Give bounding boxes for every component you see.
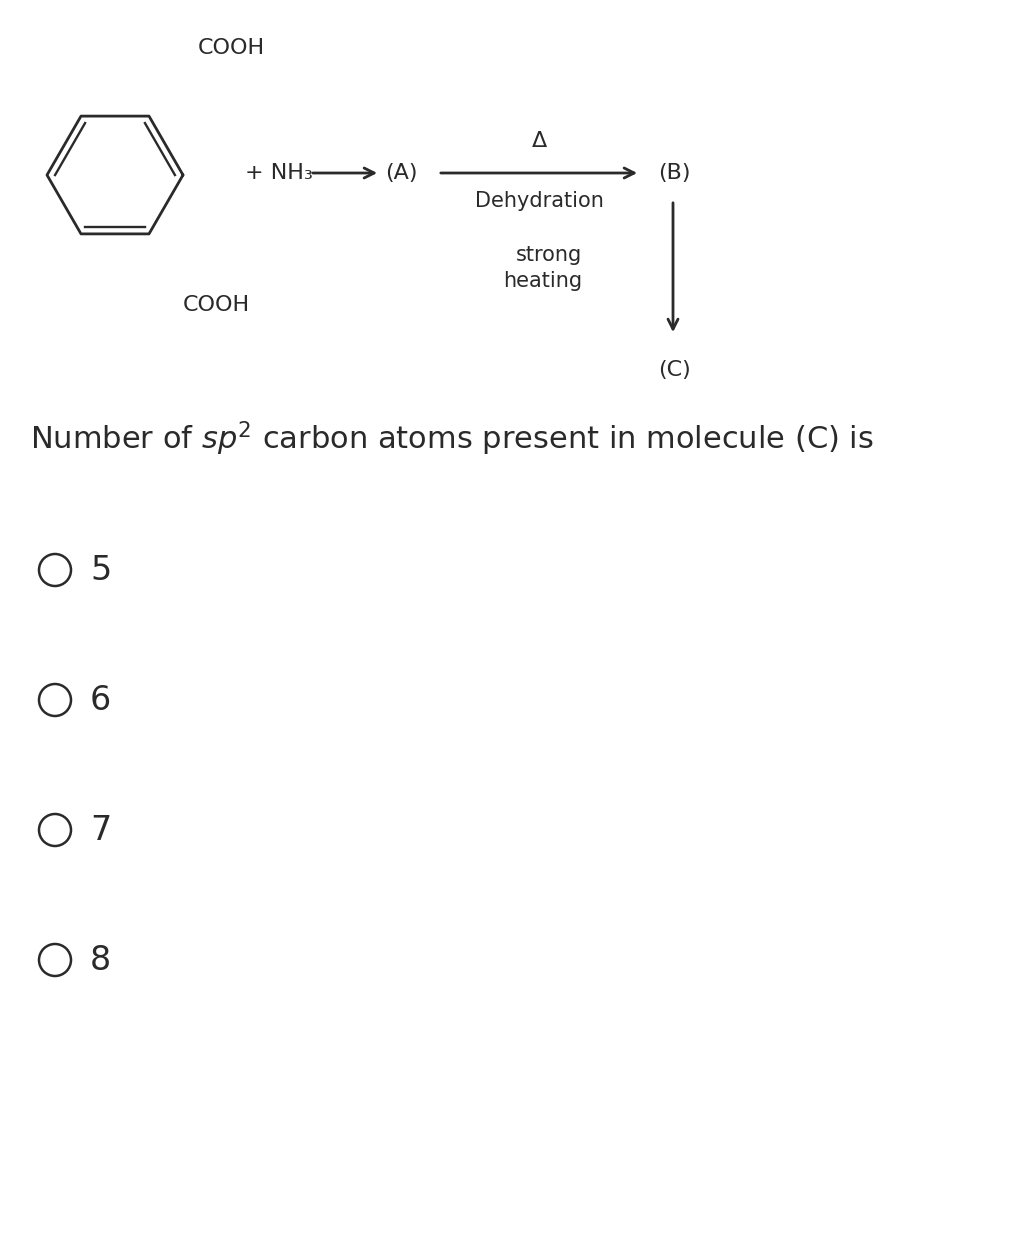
Text: Dehydration: Dehydration <box>474 190 603 212</box>
Text: COOH: COOH <box>198 38 265 58</box>
Text: Number of $\mathit{sp}^{2}$ carbon atoms present in molecule (C) is: Number of $\mathit{sp}^{2}$ carbon atoms… <box>30 421 873 459</box>
Text: (C): (C) <box>658 360 691 380</box>
Text: 5: 5 <box>90 553 112 586</box>
Text: strong
heating: strong heating <box>503 245 582 291</box>
Text: + NH₃: + NH₃ <box>245 163 313 183</box>
Text: 7: 7 <box>90 814 112 846</box>
Text: (A): (A) <box>385 163 418 183</box>
Text: COOH: COOH <box>183 294 250 315</box>
Text: (B): (B) <box>658 163 690 183</box>
Text: Δ: Δ <box>531 131 547 151</box>
Text: 6: 6 <box>90 684 112 716</box>
Text: 8: 8 <box>90 944 112 976</box>
